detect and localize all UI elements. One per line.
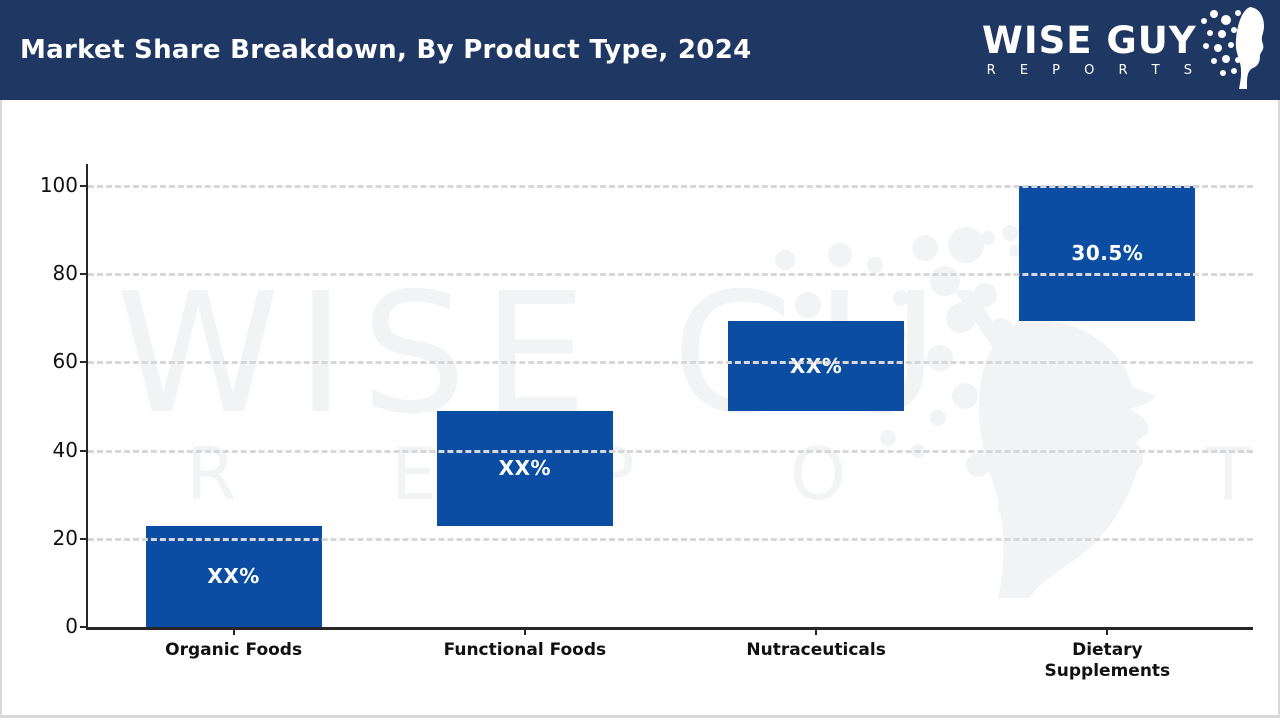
- x-axis-category-label: Functional Foods: [443, 640, 607, 660]
- y-axis-tick-label: 40: [52, 437, 78, 462]
- gridline-y-80: [88, 273, 1253, 277]
- page-title: Market Share Breakdown, By Product Type,…: [20, 35, 752, 65]
- y-axis-tick: [80, 537, 88, 540]
- brand-logo: WISE GUY R E P O R T S: [977, 7, 1264, 93]
- y-axis-tick: [80, 185, 88, 187]
- brand-face-icon: [1196, 7, 1264, 93]
- bar-value-label: XX%: [789, 353, 843, 378]
- bar-value-label: XX%: [207, 564, 260, 589]
- x-axis-tick: [232, 627, 235, 635]
- gridline-y-100: [88, 185, 1253, 188]
- brand-subtitle: R E P O R T S: [986, 63, 1202, 78]
- x-axis-category-label: Dietary Supplements: [1044, 640, 1171, 682]
- bar-functional-foods[interactable]: XX%: [436, 410, 613, 526]
- gridline-y-20: [88, 537, 1253, 541]
- brand-name: WISE GUY: [982, 19, 1197, 62]
- y-axis-line: [86, 164, 88, 630]
- y-axis-tick: [80, 273, 88, 276]
- x-axis-tick: [815, 627, 818, 635]
- y-axis-tick: [80, 361, 88, 364]
- y-axis-tick-label: 0: [65, 614, 78, 638]
- waterfall-chart: 0 20 40 60 80 100 XX% Organic Foods XX% Functiona…: [0, 100, 1280, 718]
- y-axis-tick: [80, 449, 88, 452]
- y-axis-tick-label: 60: [52, 349, 78, 374]
- bar-nutraceuticals[interactable]: XX%: [728, 320, 905, 411]
- x-axis-tick: [523, 627, 526, 635]
- bar-value-label: XX%: [498, 456, 552, 481]
- bar-organic-foods[interactable]: XX%: [145, 525, 322, 627]
- brand-logo-text: WISE GUY R E P O R T S: [977, 22, 1202, 78]
- header-bar: Market Share Breakdown, By Product Type,…: [0, 0, 1280, 100]
- y-axis-tick-label: 100: [39, 173, 78, 197]
- bar-value-label: 30.5%: [1071, 241, 1144, 266]
- x-axis-category-label: Nutraceuticals: [746, 640, 886, 660]
- y-axis-tick-label: 20: [52, 525, 78, 550]
- gridline-y-60: [88, 361, 1253, 365]
- x-axis-category-label: Organic Foods: [165, 640, 303, 660]
- y-axis-tick: [80, 626, 88, 628]
- x-axis-line: [88, 627, 1253, 630]
- gridline-y-40: [88, 449, 1253, 453]
- x-axis-tick: [1106, 627, 1109, 635]
- bar-dietary-supplements[interactable]: 30.5%: [1019, 186, 1196, 321]
- y-axis-tick-label: 80: [52, 261, 78, 286]
